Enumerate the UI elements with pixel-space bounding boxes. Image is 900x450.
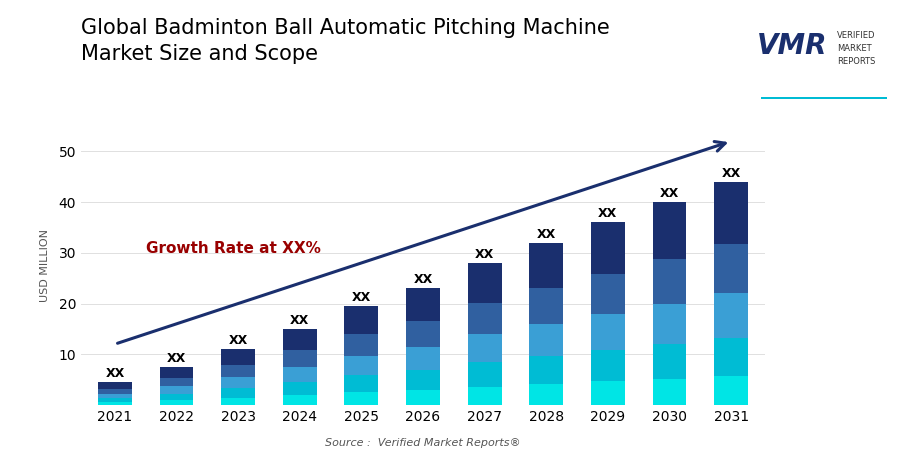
Text: VMR: VMR — [757, 32, 827, 59]
Text: XX: XX — [722, 167, 741, 180]
Bar — [715, 376, 748, 405]
Bar — [345, 306, 378, 334]
Bar — [591, 222, 625, 274]
Bar — [406, 346, 440, 370]
Bar — [468, 362, 501, 387]
Text: XX: XX — [166, 352, 186, 365]
Bar — [283, 382, 317, 395]
Bar — [283, 395, 317, 405]
Bar — [652, 304, 687, 344]
Text: XX: XX — [598, 207, 617, 220]
Bar — [591, 350, 625, 381]
Bar — [221, 365, 255, 377]
Bar — [652, 259, 687, 304]
Text: Global Badminton Ball Automatic Pitching Machine
Market Size and Scope: Global Badminton Ball Automatic Pitching… — [81, 18, 610, 64]
Bar — [652, 202, 687, 259]
Bar — [345, 356, 378, 375]
Text: VERIFIED
MARKET
REPORTS: VERIFIED MARKET REPORTS — [837, 32, 876, 66]
Y-axis label: USD MILLION: USD MILLION — [40, 229, 50, 302]
Bar — [345, 334, 378, 356]
Text: XX: XX — [475, 248, 494, 261]
Bar — [406, 288, 440, 321]
Bar — [529, 288, 563, 324]
Bar — [98, 402, 131, 405]
Bar — [283, 367, 317, 382]
Bar — [591, 274, 625, 314]
Bar — [159, 367, 194, 378]
Bar — [529, 324, 563, 356]
Text: XX: XX — [536, 228, 556, 241]
Bar — [98, 388, 131, 394]
Bar — [159, 378, 194, 386]
Text: XX: XX — [660, 187, 680, 200]
Bar — [715, 293, 748, 338]
Bar — [406, 390, 440, 405]
Bar — [345, 392, 378, 405]
Text: XX: XX — [105, 367, 124, 380]
Bar — [529, 384, 563, 405]
Bar — [98, 398, 131, 402]
Bar — [715, 244, 748, 293]
Bar — [345, 375, 378, 392]
Bar — [98, 394, 131, 398]
Bar — [715, 182, 748, 244]
Bar — [652, 344, 687, 378]
Bar — [406, 370, 440, 390]
Text: Source :  Verified Market Reports®: Source : Verified Market Reports® — [325, 437, 521, 447]
Bar — [221, 349, 255, 365]
Text: XX: XX — [352, 291, 371, 304]
Bar — [98, 382, 131, 388]
Text: XX: XX — [413, 273, 433, 286]
Bar — [159, 400, 194, 405]
Bar — [652, 378, 687, 405]
Bar — [715, 338, 748, 376]
Bar — [283, 350, 317, 367]
Bar — [406, 321, 440, 346]
Bar — [468, 303, 501, 334]
Bar — [591, 314, 625, 350]
Text: Growth Rate at XX%: Growth Rate at XX% — [146, 241, 320, 256]
Bar — [159, 394, 194, 400]
Text: XX: XX — [229, 334, 248, 347]
Bar — [468, 387, 501, 405]
Bar — [283, 329, 317, 350]
Bar — [529, 356, 563, 384]
Bar — [529, 243, 563, 288]
Bar — [468, 263, 501, 303]
Bar — [221, 398, 255, 405]
Text: XX: XX — [290, 314, 310, 327]
Bar — [221, 377, 255, 388]
Bar — [468, 334, 501, 362]
Bar — [221, 388, 255, 398]
Bar — [159, 386, 194, 394]
Bar — [591, 381, 625, 405]
